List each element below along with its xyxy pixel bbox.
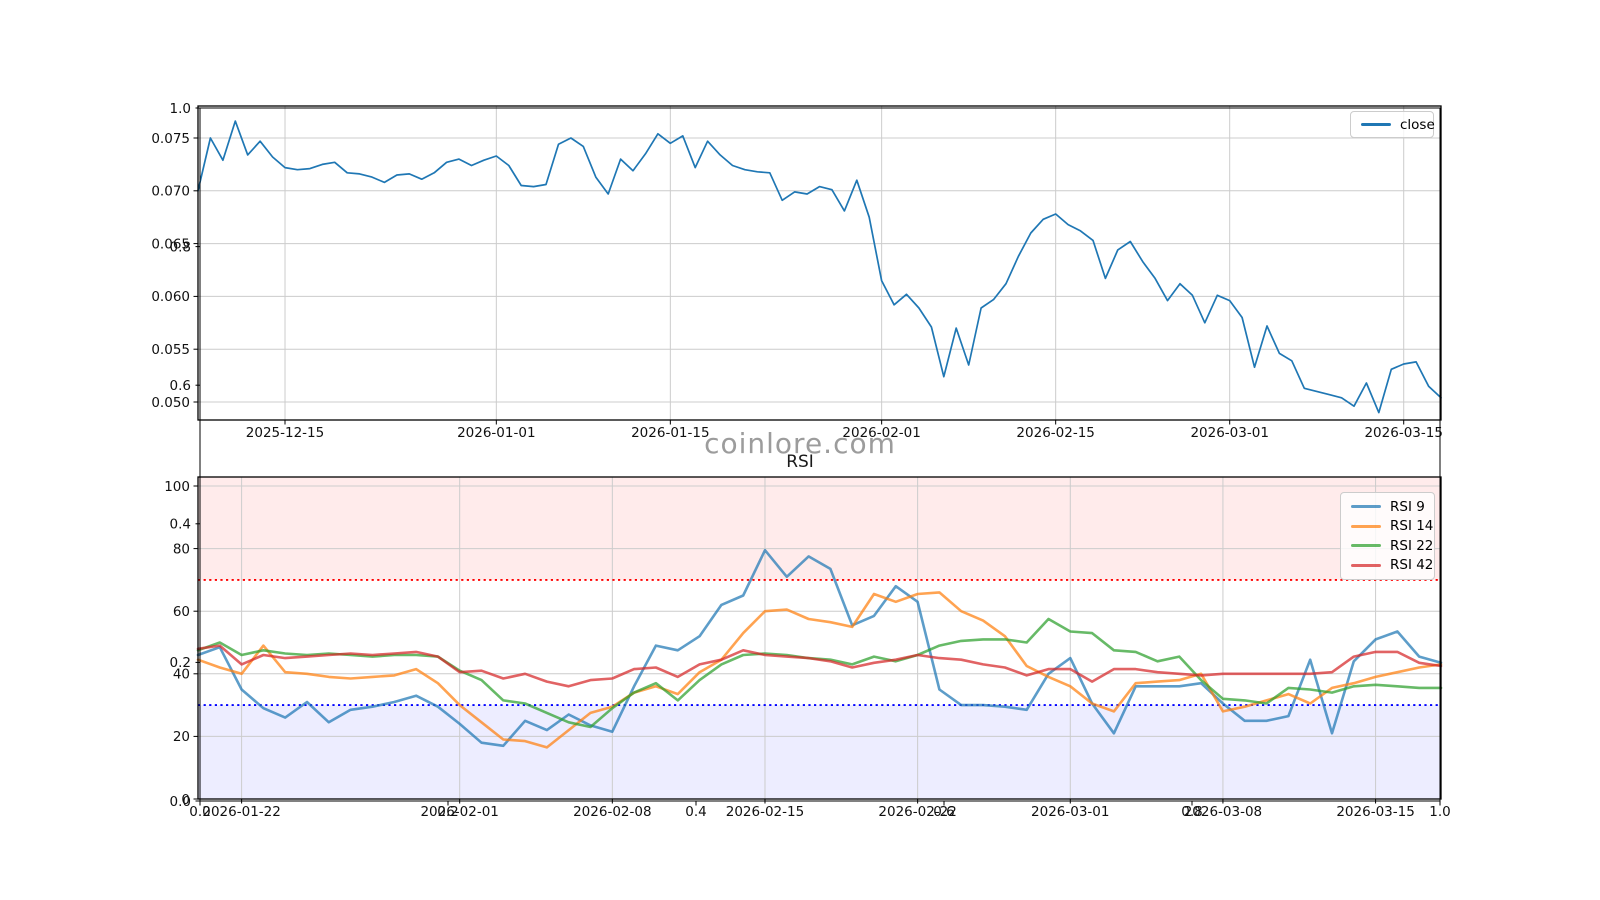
svg-text:0.055: 0.055 — [151, 342, 190, 358]
rsi-9-line — [196, 548, 1443, 748]
svg-text:0.8: 0.8 — [1181, 804, 1202, 820]
legend-label-close: close — [1400, 116, 1435, 133]
svg-text:2026-01-15: 2026-01-15 — [631, 425, 709, 441]
svg-text:2026-02-15: 2026-02-15 — [1016, 425, 1094, 441]
svg-text:2026-02-15: 2026-02-15 — [726, 804, 804, 820]
rsi-chart-title: RSI — [786, 452, 814, 472]
legend-item-close: close — [1361, 116, 1435, 133]
svg-text:2026-02-01: 2026-02-01 — [420, 804, 498, 820]
legend-item-rsi-14: RSI 14 — [1351, 517, 1433, 536]
legend-item-rsi-9: RSI 9 — [1351, 497, 1425, 516]
svg-text:100: 100 — [164, 479, 190, 495]
legend-label-rsi-9: RSI 9 — [1390, 498, 1425, 515]
svg-text:2026-01-22: 2026-01-22 — [202, 804, 280, 820]
legend-item-rsi-42: RSI 42 — [1351, 556, 1433, 575]
svg-text:1.0: 1.0 — [1429, 804, 1450, 820]
legend-label-rsi-14: RSI 14 — [1390, 518, 1434, 535]
close-line — [197, 120, 1442, 414]
svg-text:0.2: 0.2 — [170, 655, 191, 671]
rsi-22-line-swatch — [1351, 544, 1381, 548]
price-legend: close — [1350, 111, 1435, 138]
price-chart-axes: 0.075 0.070 0.065 0.060 0.055 0.050 2025-12-15… — [151, 105, 1443, 441]
svg-text:2026-02-08: 2026-02-08 — [573, 804, 651, 820]
close-line-swatch — [1361, 123, 1391, 126]
rsi-9-line-swatch — [1351, 505, 1381, 509]
svg-text:60: 60 — [173, 604, 190, 620]
svg-text:1.0: 1.0 — [170, 101, 191, 117]
svg-text:0: 0 — [181, 792, 190, 808]
svg-text:0.4: 0.4 — [170, 517, 191, 533]
rsi-chart-axes: 100 80 60 40 20 0 2026-01-22 2026-02-01 2026-02-… — [164, 476, 1443, 820]
svg-text:80: 80 — [173, 541, 190, 557]
rsi-14-line — [196, 591, 1443, 749]
watermark: coinlore.com — [704, 427, 896, 460]
svg-text:0.050: 0.050 — [151, 395, 190, 411]
oversold-band — [198, 705, 1441, 799]
figure-overlay-axes: 1.0 0.8 0.6 0.4 0.2 0.00.0 0.2 0.4 0.6 0.8 1.0 — [170, 101, 1451, 820]
svg-text:0.4: 0.4 — [685, 804, 706, 820]
svg-text:0.8: 0.8 — [170, 239, 191, 255]
svg-text:0.6: 0.6 — [170, 378, 191, 394]
svg-text:2026-03-01: 2026-03-01 — [1031, 804, 1109, 820]
legend-label-rsi-22: RSI 22 — [1390, 537, 1434, 554]
svg-text:0.065: 0.065 — [151, 236, 190, 252]
legend-label-rsi-42: RSI 42 — [1390, 557, 1434, 574]
rsi-42-line — [196, 644, 1443, 688]
rsi-legend: RSI 9 RSI 14 RSI 22 RSI 42 — [1340, 492, 1435, 580]
svg-text:0.0: 0.0 — [189, 804, 210, 820]
svg-text:40: 40 — [173, 667, 190, 683]
overbought-band — [198, 477, 1441, 580]
svg-text:2026-03-01: 2026-03-01 — [1190, 425, 1268, 441]
svg-text:0.2: 0.2 — [437, 804, 458, 820]
svg-text:0.6: 0.6 — [933, 804, 954, 820]
svg-text:0.075: 0.075 — [151, 131, 190, 147]
svg-text:2026-02-22: 2026-02-22 — [878, 804, 956, 820]
svg-text:0.060: 0.060 — [151, 289, 190, 305]
legend-item-rsi-22: RSI 22 — [1351, 536, 1433, 555]
rsi-14-line-swatch — [1351, 524, 1381, 528]
svg-text:2025-12-15: 2025-12-15 — [246, 425, 324, 441]
svg-text:0.070: 0.070 — [151, 184, 190, 200]
svg-text:2026-03-15: 2026-03-15 — [1336, 804, 1414, 820]
svg-text:2026-03-15: 2026-03-15 — [1364, 425, 1442, 441]
svg-text:2026-01-01: 2026-01-01 — [457, 425, 535, 441]
rsi-42-line-swatch — [1351, 563, 1381, 567]
svg-text:20: 20 — [173, 729, 190, 745]
svg-text:0.0: 0.0 — [170, 794, 191, 810]
svg-text:2026-03-08: 2026-03-08 — [1184, 804, 1262, 820]
svg-text:2026-02-01: 2026-02-01 — [842, 425, 920, 441]
